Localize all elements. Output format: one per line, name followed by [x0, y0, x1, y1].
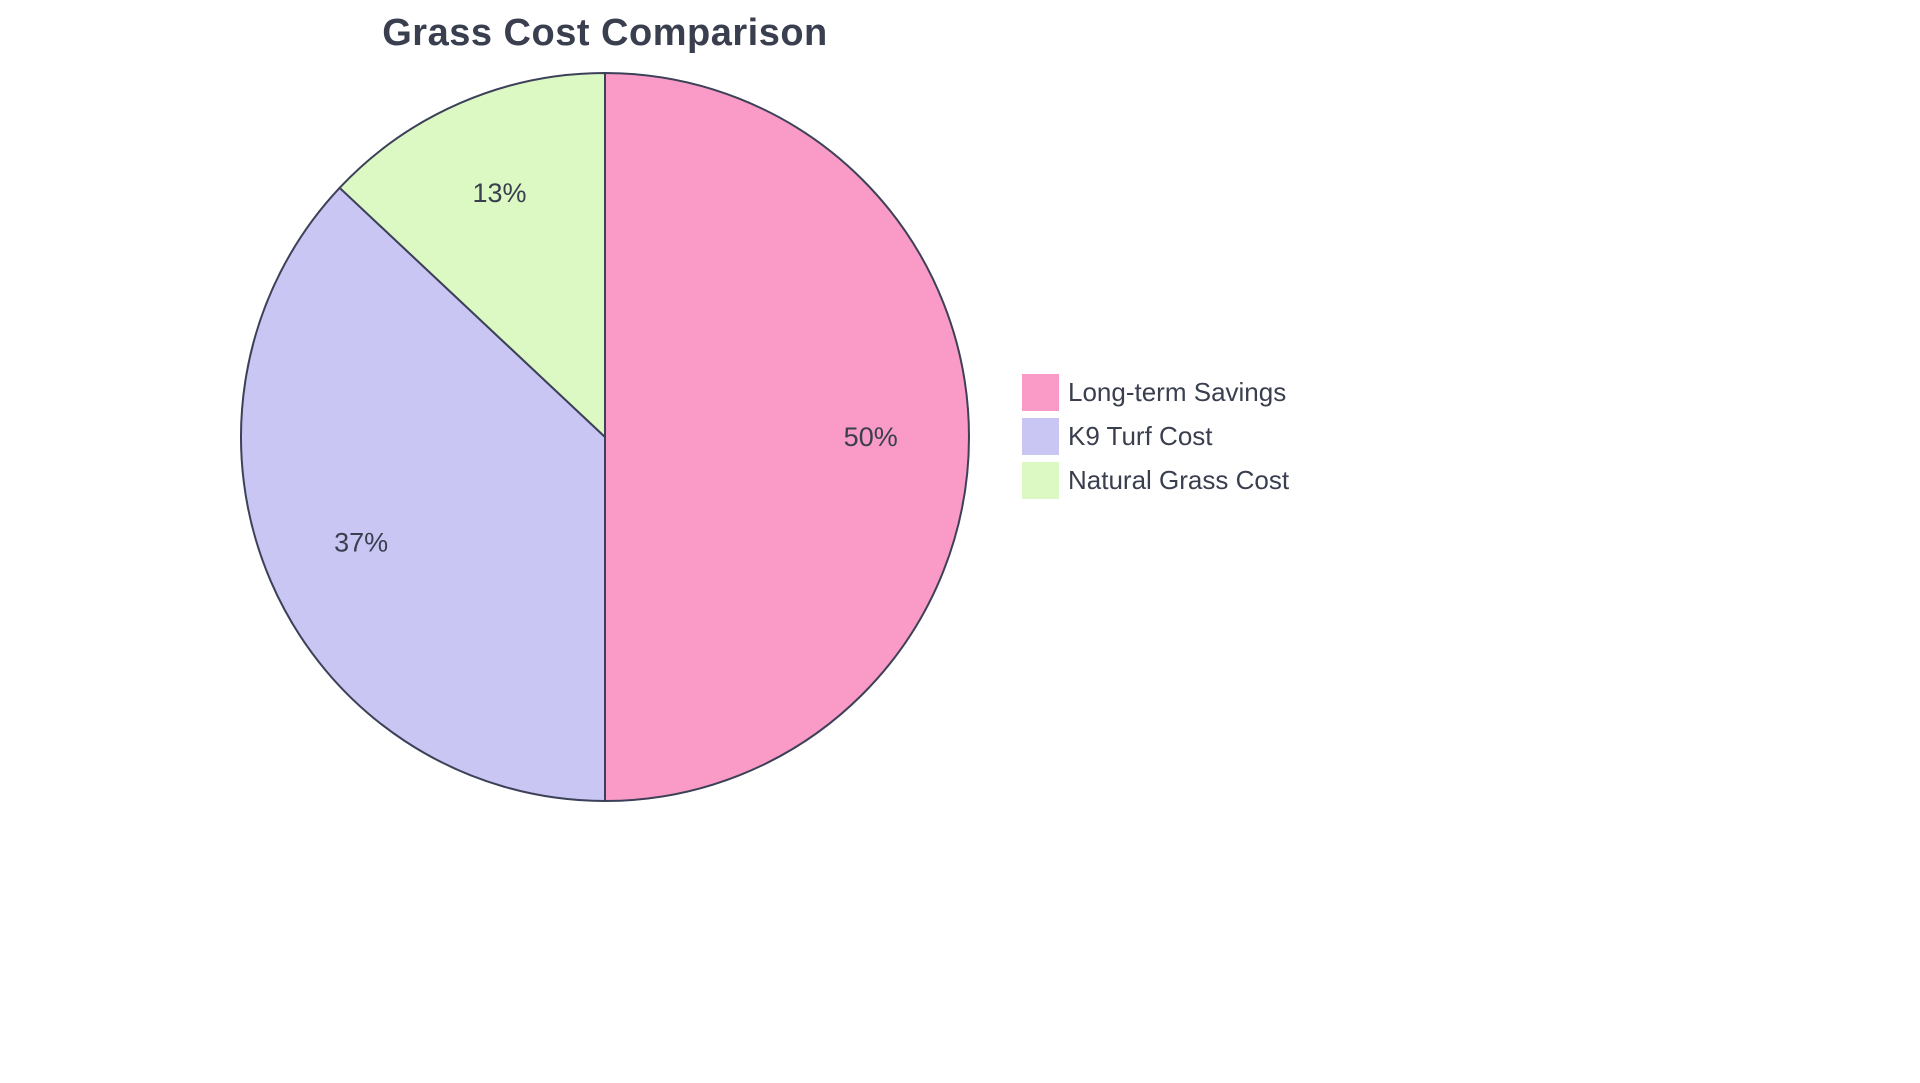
pie-slice-2 [338, 72, 606, 438]
legend-item-long-term-savings: Long-term Savings [1022, 374, 1289, 411]
pie-slice-0 [604, 72, 970, 802]
legend-label-long-term-savings: Long-term Savings [1068, 377, 1287, 407]
pie-percent-label-0: 50% [844, 422, 898, 452]
legend-swatch-k9-turf-cost [1022, 418, 1059, 455]
pie-percent-label-1: 37% [334, 528, 388, 558]
legend-label-k9-turf-cost: K9 Turf Cost [1068, 421, 1213, 451]
legend-item-natural-grass-cost: Natural Grass Cost [1022, 462, 1289, 499]
legend: Long-term Savings K9 Turf Cost Natural G… [1022, 374, 1289, 499]
pie-slice-1 [240, 186, 606, 802]
legend-swatch-natural-grass-cost [1022, 462, 1059, 499]
legend-item-k9-turf-cost: K9 Turf Cost [1022, 418, 1289, 455]
chart-title: Grass Cost Comparison [382, 12, 828, 54]
pie-percent-label-2: 13% [472, 178, 526, 208]
legend-swatch-long-term-savings [1022, 374, 1059, 411]
legend-label-natural-grass-cost: Natural Grass Cost [1068, 465, 1290, 495]
